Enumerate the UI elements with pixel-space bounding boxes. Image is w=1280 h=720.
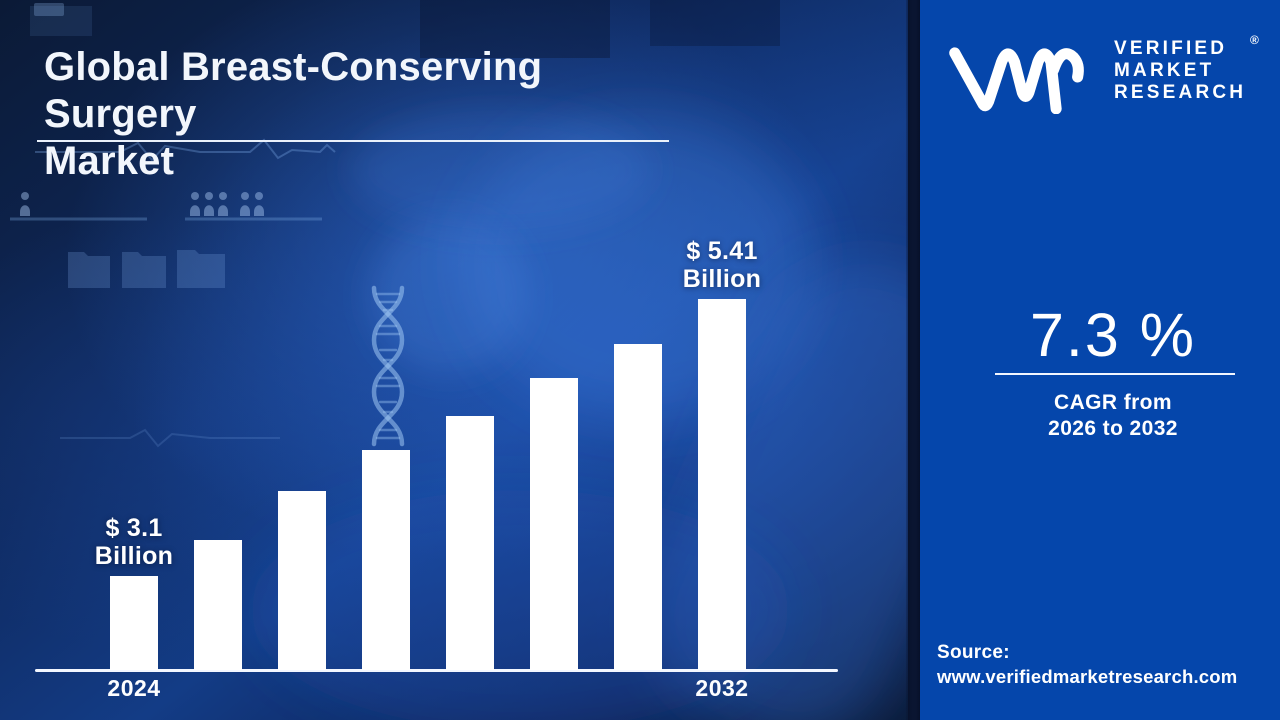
bar-value-unit: Billion [94,542,174,570]
brand-name-line3: RESEARCH [1114,82,1247,103]
cagr-value: 7.3 % [1030,301,1196,369]
bar-year-2 [278,490,326,670]
page-title-line1: Global Breast-Conserving Surgery [44,45,543,136]
x-tick-label: 2032 [695,675,749,701]
cagr-caption-line2: 2026 to 2032 [1048,417,1178,440]
brand-name: VERIFIED MARKET RESEARCH [1114,38,1246,104]
bar-year-0 [110,576,158,670]
bar-value-unit: Billion [682,264,762,293]
page-title-line2: Market [44,139,175,183]
x-axis-line [35,669,838,672]
source-label: Source: [937,642,1010,663]
bar-year-4 [446,416,494,670]
panel-divider [906,0,920,720]
source-url[interactable]: www.verifiedmarketresearch.com [937,666,1238,687]
registered-trademark: ® [1250,33,1259,47]
bar-year-5 [530,378,578,670]
page-title: Global Breast-Conserving Surgery Market [44,44,704,185]
brand-name-line2: MARKET [1114,60,1215,81]
source-block: Source: www.verifiedmarketresearch.com [937,641,1237,689]
bar-year-6 [614,344,662,670]
side-panel: VERIFIED MARKET RESEARCH ® 7.3 % CAGR fr… [920,0,1280,720]
bar-value-amount: $ 5.41 [686,236,758,265]
bar-year-1 [194,540,242,670]
x-tick-label: 2024 [107,675,161,701]
chart-background-photo: Global Breast-Conserving Surgery Market … [0,0,908,720]
bar-year-7 [698,298,746,670]
cagr-underline [995,373,1235,375]
vmr-logo-icon [949,47,1084,114]
title-underline [37,140,669,142]
brand-name-line1: VERIFIED [1114,38,1228,59]
cagr-caption: CAGR from 2026 to 2032 [933,390,1280,442]
bar-value-amount: $ 3.1 [105,514,163,542]
bar-value-label: $ 3.1 Billion [59,514,209,570]
bar-value-label: $ 5.41 Billion [647,237,797,293]
cagr-caption-line1: CAGR from [1054,391,1172,414]
bar-year-3 [362,450,410,670]
